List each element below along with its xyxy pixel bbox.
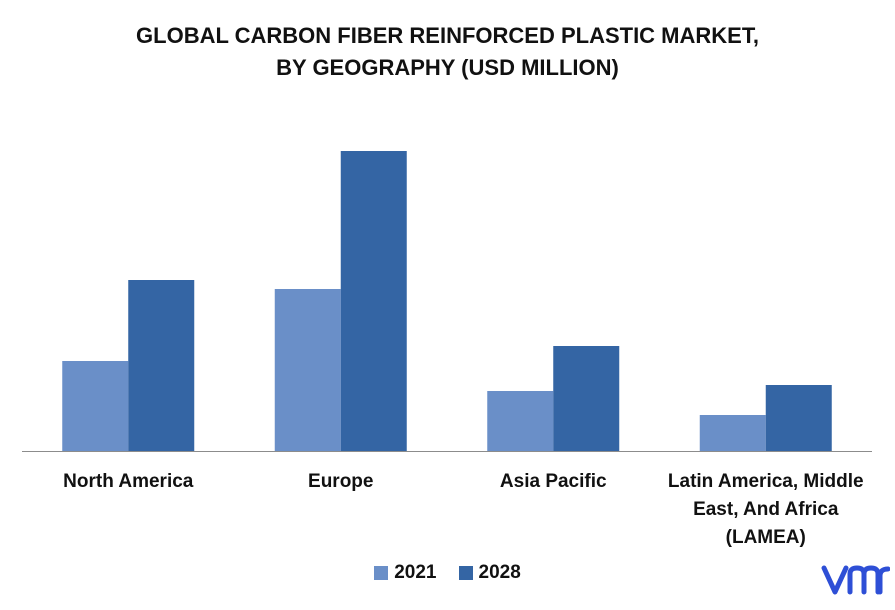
vmr-logo <box>821 565 890 595</box>
bar-2028-3 <box>765 385 832 451</box>
bar-2028-1 <box>340 151 407 451</box>
bar-2021-0 <box>62 361 129 451</box>
legend-label-2021: 2021 <box>394 562 437 583</box>
vmr-logo-mark <box>821 565 890 595</box>
chart-title-line-2: BY GEOGRAPHY (USD MILLION) <box>276 55 619 80</box>
category-label-line: North America <box>63 471 194 492</box>
category-label-2: Asia Pacific <box>500 471 607 492</box>
legend-item-2028: 2028 <box>458 562 521 584</box>
category-label-line: East, And Africa <box>693 499 839 520</box>
legend-label-2028: 2028 <box>478 562 521 583</box>
bar-2021-3 <box>699 415 766 451</box>
legend-swatch-2021 <box>374 566 389 580</box>
bar-chart: North America Europe Asia Pacific Latin Ame… <box>22 151 872 548</box>
category-label-line: Latin America, Middle <box>668 471 864 492</box>
category-label-0: North America <box>63 471 194 492</box>
category-label-line: Asia Pacific <box>500 471 607 492</box>
category-label-line: Europe <box>308 471 373 492</box>
bar-2028-0 <box>128 280 195 451</box>
category-label-3: Latin America, Middle East, And Africa (LA… <box>668 471 864 548</box>
bar-2021-1 <box>274 289 341 451</box>
legend: 2021 2028 <box>0 562 895 584</box>
chart-title-line-1: GLOBAL CARBON FIBER REINFORCED PLASTIC M… <box>136 23 759 48</box>
legend-swatch-2028 <box>458 566 473 580</box>
bar-2028-2 <box>553 346 620 451</box>
category-label-1: Europe <box>308 471 373 492</box>
bar-2021-2 <box>487 391 554 451</box>
legend-item-2021: 2021 <box>374 562 437 584</box>
chart-title: GLOBAL CARBON FIBER REINFORCED PLASTIC M… <box>0 20 895 84</box>
category-label-line: (LAMEA) <box>726 527 806 548</box>
